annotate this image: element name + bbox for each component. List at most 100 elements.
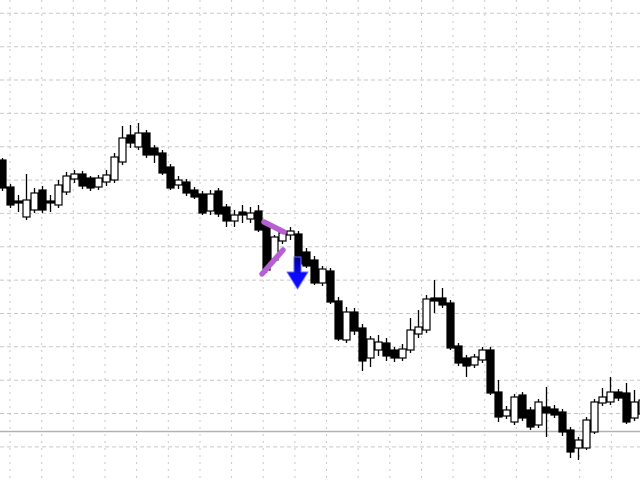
candle-body	[94, 177, 103, 188]
candle-body	[422, 298, 431, 331]
candle-bear	[78, 171, 87, 189]
candle-body	[62, 175, 71, 193]
candle-body	[590, 401, 599, 433]
candle-bear	[302, 248, 311, 268]
candle-bear	[238, 205, 247, 223]
candle-bull	[70, 170, 79, 183]
candle-bear	[486, 347, 495, 395]
candle-bear	[182, 179, 191, 196]
candle-body	[502, 409, 511, 417]
candle-body	[494, 391, 503, 418]
candle-bull	[102, 170, 111, 186]
candle-body	[310, 259, 319, 284]
pattern-marker	[259, 219, 287, 277]
candle-bear	[14, 195, 23, 212]
candle-bear	[334, 297, 343, 341]
candle-body	[182, 181, 191, 194]
candle-body	[606, 391, 615, 403]
candle-bull	[502, 406, 511, 419]
candle-bear	[438, 288, 447, 308]
candle-body	[22, 199, 31, 218]
candle-body	[542, 406, 551, 414]
candle-body	[454, 345, 463, 364]
candle-bear	[222, 204, 231, 227]
candle-body	[414, 326, 423, 335]
candle-body	[6, 186, 15, 206]
candle-body	[0, 159, 7, 189]
candle-body	[214, 190, 223, 215]
candle-body	[470, 356, 479, 366]
candle-body	[246, 212, 255, 220]
candle-bull	[230, 210, 239, 227]
candle-body	[550, 408, 559, 416]
candle-bull	[22, 174, 31, 220]
candle-body	[174, 179, 183, 186]
candle-bear	[46, 195, 55, 212]
candle-body	[190, 189, 199, 198]
candle-bull	[62, 172, 71, 195]
candle-bear	[566, 427, 575, 458]
candles	[0, 123, 640, 460]
pattern-line	[261, 219, 287, 235]
candle-bear	[6, 184, 15, 208]
candle-bull	[110, 153, 119, 183]
candle-body	[510, 396, 519, 423]
candle-bull	[598, 388, 607, 406]
candle-bear	[190, 187, 199, 199]
candle-body	[526, 409, 535, 428]
candle-body	[142, 132, 151, 156]
candle-bull	[318, 266, 327, 286]
candle-body	[110, 156, 119, 181]
candle-body	[350, 311, 359, 332]
candle-body	[518, 394, 527, 419]
candle-body	[238, 211, 247, 216]
sell-signal-arrow-icon	[286, 256, 309, 290]
candle-bear	[622, 383, 631, 424]
candle-bull	[374, 335, 383, 356]
candle-bull	[574, 437, 583, 460]
candle-bull	[54, 180, 63, 208]
candle-bear	[558, 409, 567, 436]
candle-bull	[30, 188, 39, 213]
candle-bear	[358, 324, 367, 371]
candle-body	[134, 132, 143, 148]
candle-bull	[342, 307, 351, 343]
candle-body	[46, 200, 55, 204]
candle-body	[486, 349, 495, 394]
candle-body	[478, 349, 487, 361]
candle-body	[70, 173, 79, 180]
candle-bear	[518, 392, 527, 421]
candle-body	[622, 392, 631, 423]
candle-bull	[406, 318, 415, 353]
candle-bull	[630, 390, 639, 421]
candle-body	[630, 401, 639, 419]
candle-bear	[166, 164, 175, 190]
candle-body	[38, 189, 47, 211]
candle-bear	[0, 158, 7, 191]
candle-bear	[310, 256, 319, 285]
candle-bull	[134, 123, 143, 150]
candle-body	[230, 214, 239, 222]
candle-body	[326, 270, 335, 303]
candle-body	[30, 192, 39, 211]
candle-body	[118, 137, 127, 163]
candle-bull	[118, 126, 127, 165]
candle-bull	[366, 336, 375, 367]
candle-body	[78, 173, 87, 187]
candle-body	[102, 174, 111, 183]
candle-bear	[390, 347, 399, 362]
candle-body	[158, 152, 167, 174]
candle-body	[342, 311, 351, 341]
candle-body	[574, 439, 583, 449]
candle-body	[334, 300, 343, 340]
candle-body	[534, 401, 543, 426]
candle-body	[558, 411, 567, 433]
candle-body	[286, 230, 295, 236]
candle-body	[438, 297, 447, 306]
candle-bear	[494, 380, 503, 422]
candle-bull	[510, 394, 519, 425]
candle-bull	[206, 190, 215, 215]
